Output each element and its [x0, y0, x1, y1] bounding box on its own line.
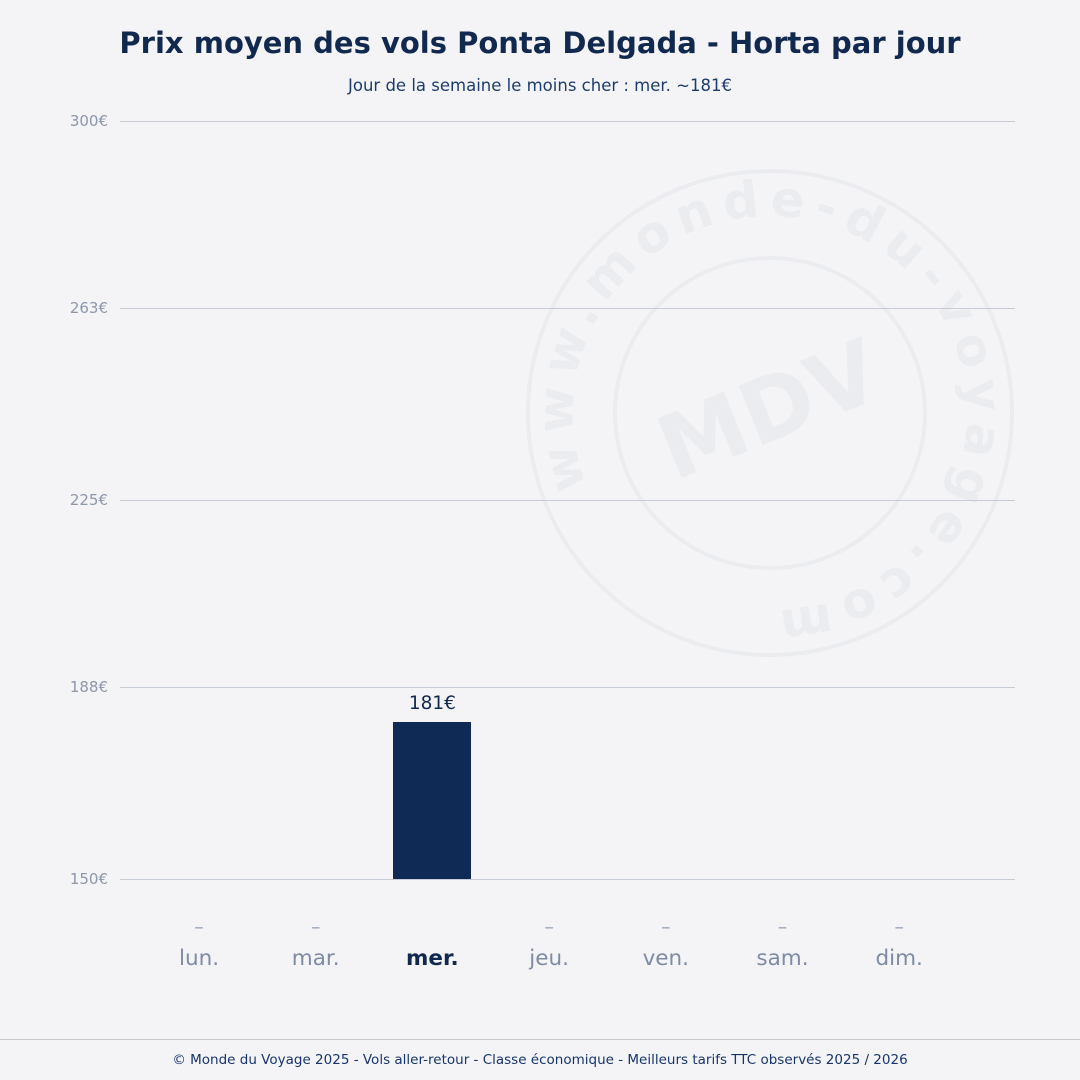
gridline: [120, 307, 1015, 309]
y-axis-tick-label: 150€: [69, 870, 108, 888]
x-axis-label-sam.: sam.: [756, 946, 809, 971]
x-axis-label-lun.: lun.: [178, 946, 220, 971]
x-axis-label-mar.: mar.: [291, 946, 340, 971]
no-data-marker: –: [777, 916, 788, 938]
watermark-stamp-icon: www.monde-du-voyage.com MDV: [505, 148, 1035, 678]
x-axis-label-dim.: dim.: [875, 946, 923, 971]
x-axis-label-mer.: mer.: [406, 946, 459, 971]
no-data-marker: –: [544, 916, 554, 938]
y-axis-tick-label: 225€: [69, 491, 108, 509]
gridline: [120, 500, 1015, 501]
x-axis-label-ven.: ven.: [642, 946, 689, 971]
y-axis-tick-label: 300€: [69, 112, 108, 130]
bar-value-label: 181€: [408, 693, 456, 715]
no-data-marker: –: [894, 916, 904, 938]
footer: © Monde du Voyage 2025 - Vols aller-reto…: [0, 1039, 1080, 1080]
x-axis-label-jeu.: jeu.: [529, 946, 569, 971]
page-subtitle: Jour de la semaine le moins cher : mer. …: [348, 76, 732, 95]
no-data-marker: –: [661, 916, 671, 938]
y-axis-tick-label: 263€: [69, 298, 108, 317]
gridline: [120, 121, 1015, 122]
bar-mer.: [393, 722, 472, 879]
gridline: [120, 879, 1015, 880]
no-data-marker: –: [310, 916, 321, 938]
no-data-marker: –: [194, 916, 204, 938]
gridline: [120, 686, 1015, 688]
y-axis-tick-label: 188€: [69, 677, 108, 696]
footer-text: © Monde du Voyage 2025 - Vols aller-reto…: [172, 1052, 908, 1068]
page-title: Prix moyen des vols Ponta Delgada - Hort…: [119, 26, 961, 60]
